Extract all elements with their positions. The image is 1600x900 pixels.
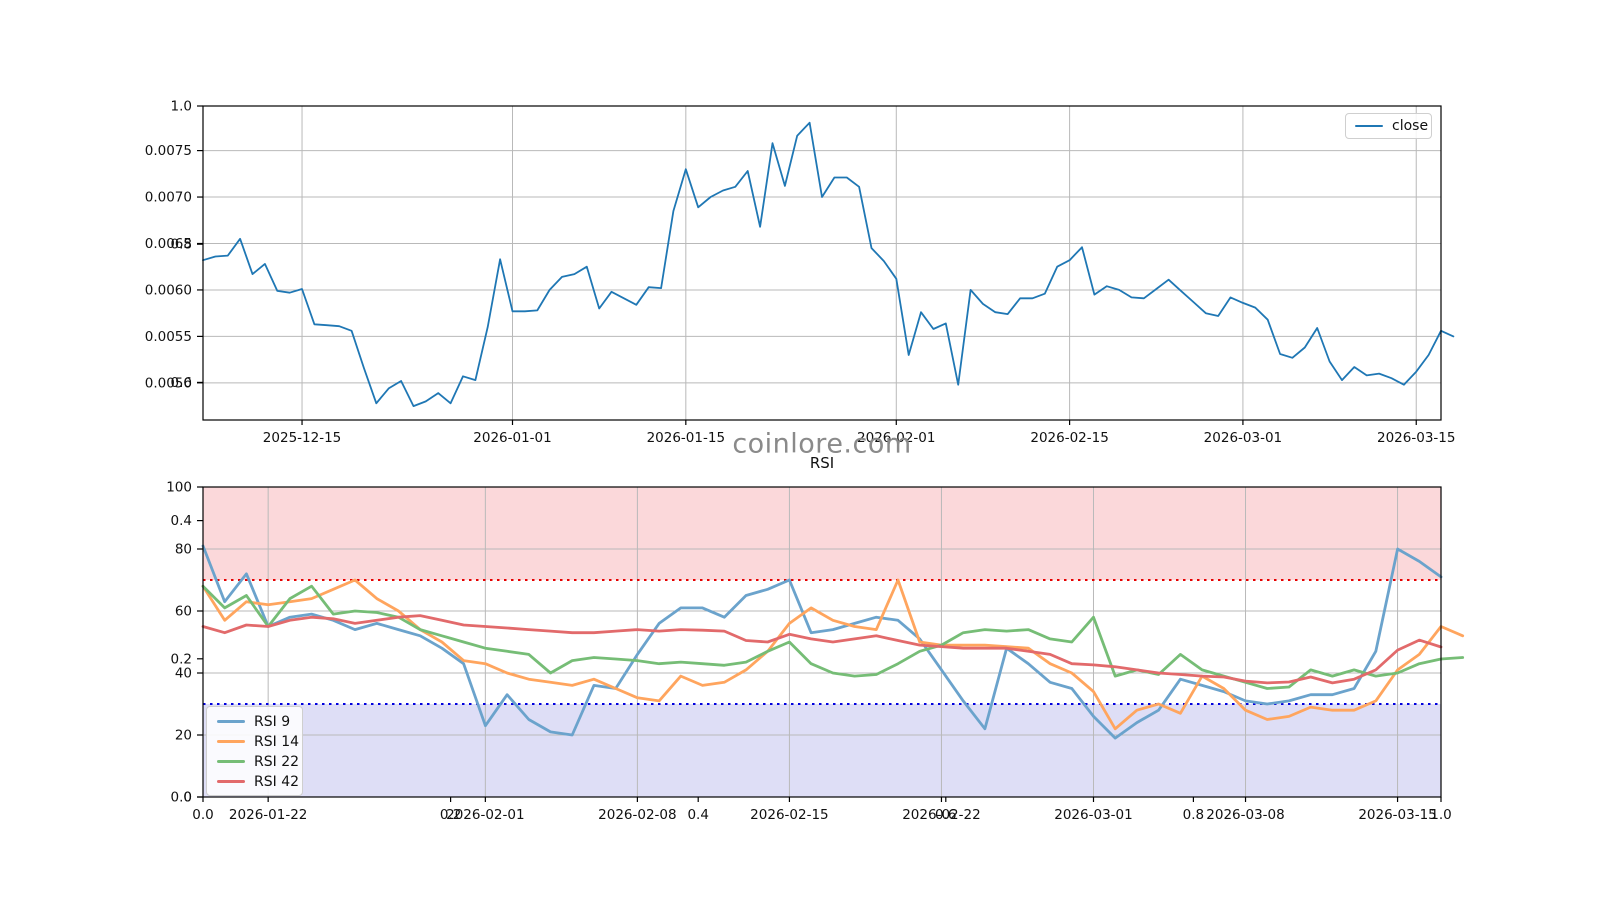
rsi22-legend-row: RSI 22 <box>217 754 299 770</box>
rsi42-legend-label: RSI 42 <box>254 773 300 790</box>
svg-text:2026-01-01: 2026-01-01 <box>473 430 551 446</box>
price-legend: close <box>1345 113 1432 139</box>
svg-text:0.4: 0.4 <box>171 513 192 529</box>
svg-text:0.6: 0.6 <box>171 375 192 391</box>
close-legend-swatch <box>1355 125 1383 127</box>
svg-text:2026-03-01: 2026-03-01 <box>1054 807 1132 823</box>
svg-text:0.0: 0.0 <box>171 790 192 806</box>
watermark: coinlore.com <box>732 428 912 460</box>
rsi14-legend-label: RSI 14 <box>254 733 300 750</box>
svg-text:2026-02-15: 2026-02-15 <box>750 807 828 823</box>
svg-text:0.0: 0.0 <box>192 807 213 823</box>
svg-text:100: 100 <box>166 480 192 496</box>
svg-text:2026-03-01: 2026-03-01 <box>1204 430 1282 446</box>
svg-text:2026-03-15: 2026-03-15 <box>1358 807 1436 823</box>
svg-text:2026-02-22: 2026-02-22 <box>902 807 980 823</box>
svg-text:2026-01-22: 2026-01-22 <box>229 807 307 823</box>
rsi-legend: RSI 9 RSI 14 RSI 22 RSI 42 <box>206 706 303 796</box>
rsi9-legend-row: RSI 9 <box>217 713 292 730</box>
rsi-panel-title: RSI <box>809 454 835 472</box>
svg-text:2026-02-08: 2026-02-08 <box>598 807 676 823</box>
svg-text:60: 60 <box>175 604 192 620</box>
rsi42-legend-row: RSI 42 <box>217 774 299 790</box>
rsi14-legend-swatch <box>217 740 245 743</box>
svg-text:2025-12-15: 2025-12-15 <box>263 430 341 446</box>
rsi42-legend-swatch <box>217 780 245 783</box>
svg-text:0.8: 0.8 <box>171 237 192 253</box>
rsi9-legend-swatch <box>217 720 245 723</box>
svg-text:0: 0 <box>183 790 192 806</box>
svg-text:0.0075: 0.0075 <box>145 143 192 159</box>
close-legend-label: close <box>1392 118 1429 134</box>
svg-text:2026-03-08: 2026-03-08 <box>1206 807 1284 823</box>
svg-text:20: 20 <box>175 728 192 744</box>
svg-text:0.4: 0.4 <box>687 807 708 823</box>
svg-text:80: 80 <box>175 542 192 558</box>
rsi22-legend-swatch <box>217 760 245 763</box>
svg-text:0.2: 0.2 <box>440 807 461 823</box>
svg-text:0.0060: 0.0060 <box>145 282 192 298</box>
svg-text:2026-02-01: 2026-02-01 <box>857 430 935 446</box>
svg-text:0.0050: 0.0050 <box>145 375 192 391</box>
rsi9-legend-label: RSI 9 <box>254 713 291 730</box>
svg-text:0.0055: 0.0055 <box>145 329 192 345</box>
svg-text:2026-02-15: 2026-02-15 <box>1030 430 1108 446</box>
svg-text:1.0: 1.0 <box>171 99 192 115</box>
svg-text:1.0: 1.0 <box>1430 807 1451 823</box>
svg-text:0.0065: 0.0065 <box>145 236 192 252</box>
svg-text:0.6: 0.6 <box>935 807 956 823</box>
svg-text:0.0070: 0.0070 <box>145 190 192 206</box>
svg-text:2026-02-01: 2026-02-01 <box>446 807 524 823</box>
rsi22-legend-label: RSI 22 <box>254 753 300 770</box>
svg-text:0.2: 0.2 <box>171 651 192 667</box>
svg-text:2026-01-15: 2026-01-15 <box>647 430 725 446</box>
rsi14-legend-row: RSI 14 <box>217 734 299 750</box>
svg-text:2026-03-15: 2026-03-15 <box>1377 430 1455 446</box>
svg-text:40: 40 <box>175 666 192 682</box>
svg-text:0.8: 0.8 <box>1183 807 1204 823</box>
